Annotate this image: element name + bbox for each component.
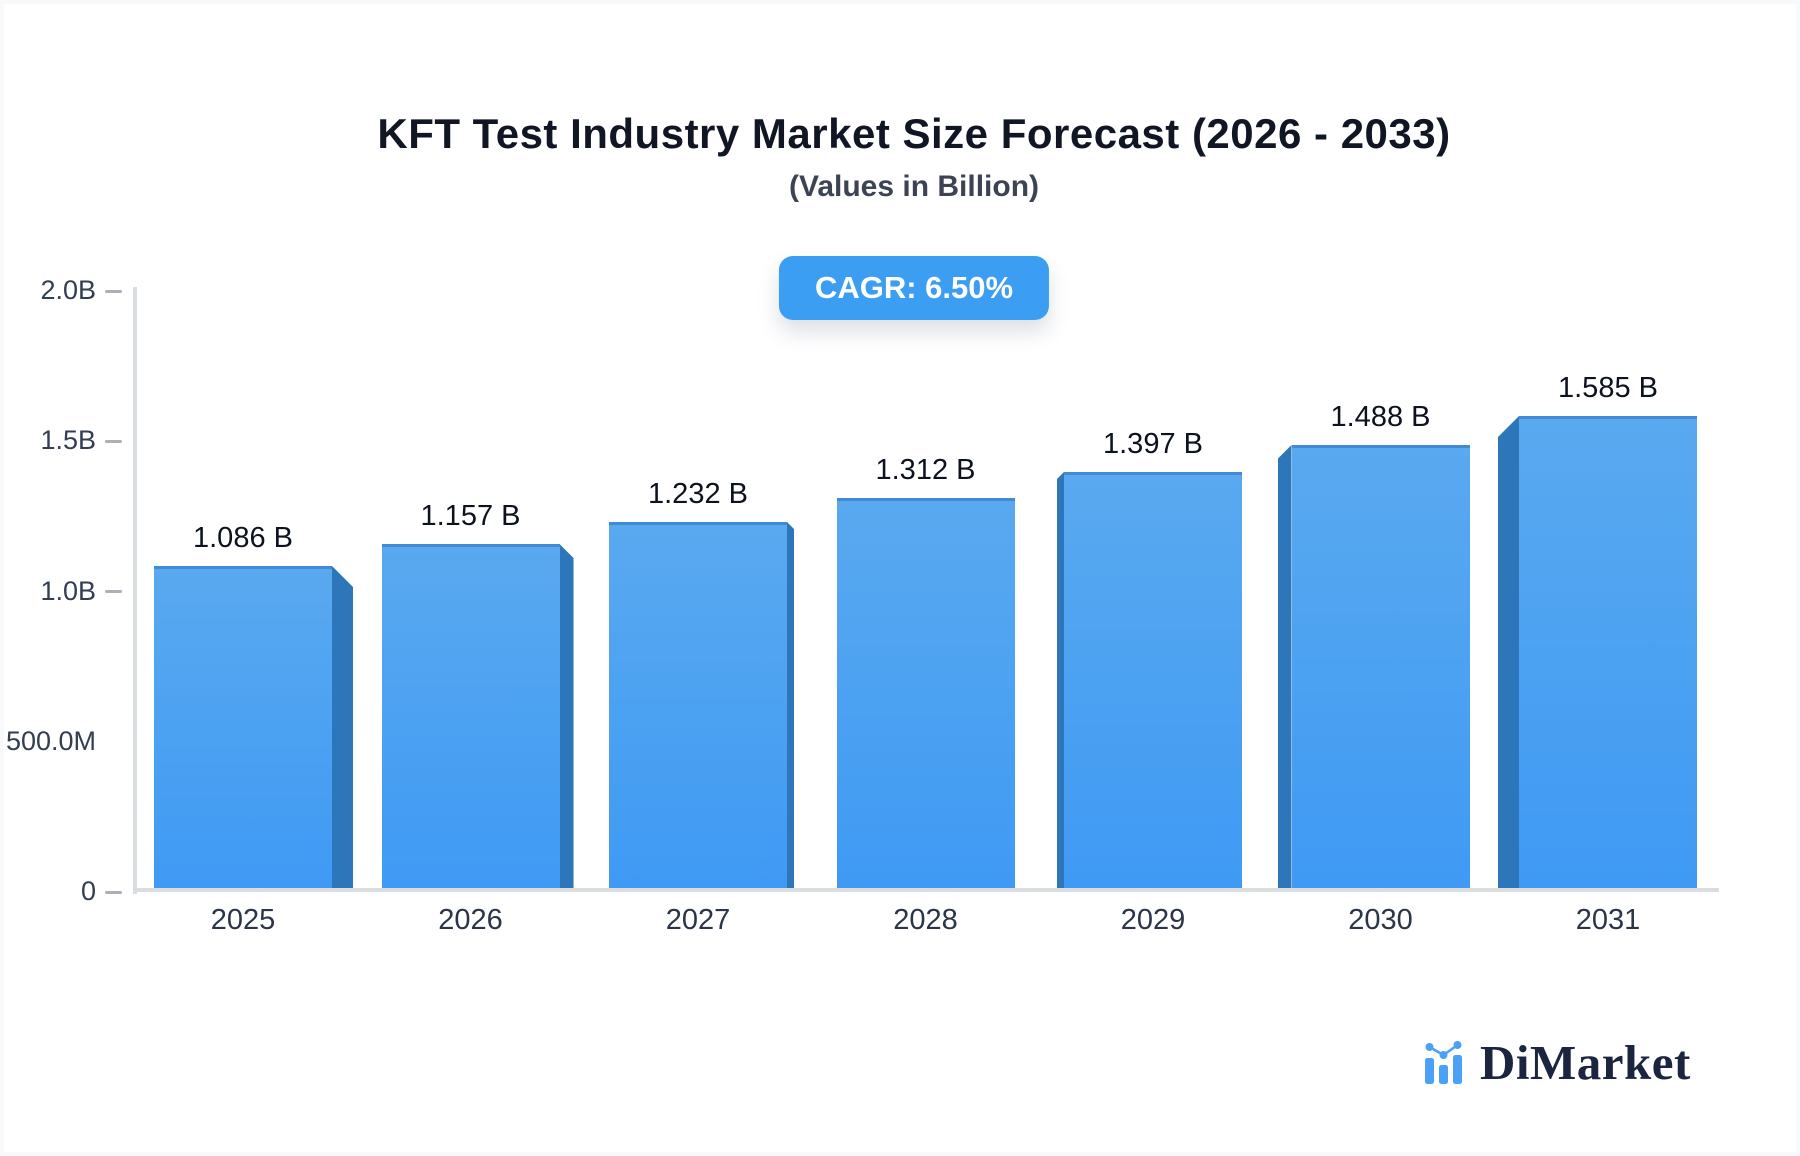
x-tick-label: 2029	[1120, 904, 1186, 936]
bar-value-label: 1.397 B	[1103, 428, 1203, 460]
x-tick-label: 2027	[665, 904, 731, 936]
y-tick-label: 0	[80, 876, 96, 906]
bar-3d-side	[559, 544, 574, 892]
y-tick-label: 2.0B	[40, 275, 96, 305]
bar-2028	[836, 498, 1015, 892]
bar-3d-side	[1277, 445, 1292, 892]
y-tick-mark	[105, 590, 122, 593]
y-tick-mark	[105, 289, 122, 293]
bar-2031	[1519, 416, 1697, 892]
bar-2029	[1064, 472, 1242, 892]
bar-chart-plot: 2.0B 1.5B 1.0B 500.0M 0 1.086 B 1.157 B 1.232 …	[4, 4, 1796, 1152]
bar-3d-side	[332, 566, 353, 892]
bar-chart-logo-icon	[1425, 1040, 1462, 1084]
x-tick-label: 2031	[1575, 904, 1641, 936]
x-tick-label: 2026	[438, 904, 503, 936]
bar-value-label: 1.585 B	[1558, 372, 1658, 404]
y-axis-line	[133, 287, 137, 894]
dimarket-logo: DiMarket	[1422, 1034, 1691, 1091]
x-tick-label: 2030	[1348, 904, 1413, 936]
x-tick-label: 2025	[210, 904, 276, 936]
bar-2026	[381, 544, 560, 892]
bar-value-label: 1.232 B	[648, 478, 748, 510]
y-tick-label: 500.0M	[5, 725, 96, 756]
y-tick-mark	[105, 439, 122, 443]
bar-value-label: 1.086 B	[193, 522, 293, 554]
chart-title: KFT Test Industry Market Size Forecast (…	[377, 110, 1451, 157]
y-tick-mark	[105, 890, 122, 894]
bar-value-label: 1.157 B	[420, 500, 521, 532]
y-tick-label: 1.5B	[40, 425, 96, 456]
x-axis-line	[133, 888, 1719, 892]
bar-2025	[154, 566, 332, 892]
bar-2027	[609, 522, 787, 892]
bar-3d-side	[1057, 472, 1064, 892]
bar-3d-side	[1498, 416, 1519, 892]
bar-2030	[1291, 445, 1470, 892]
x-tick-label: 2028	[893, 904, 958, 936]
cagr-badge: CAGR: 6.50%	[778, 256, 1050, 320]
chart-subtitle: (Values in Billion)	[788, 170, 1040, 203]
bar-value-label: 1.312 B	[875, 454, 976, 486]
y-tick-label: 1.0B	[40, 575, 96, 606]
logo-text: DiMarket	[1480, 1035, 1691, 1090]
bar-3d-side	[787, 522, 794, 892]
bar-value-label: 1.488 B	[1330, 401, 1431, 433]
